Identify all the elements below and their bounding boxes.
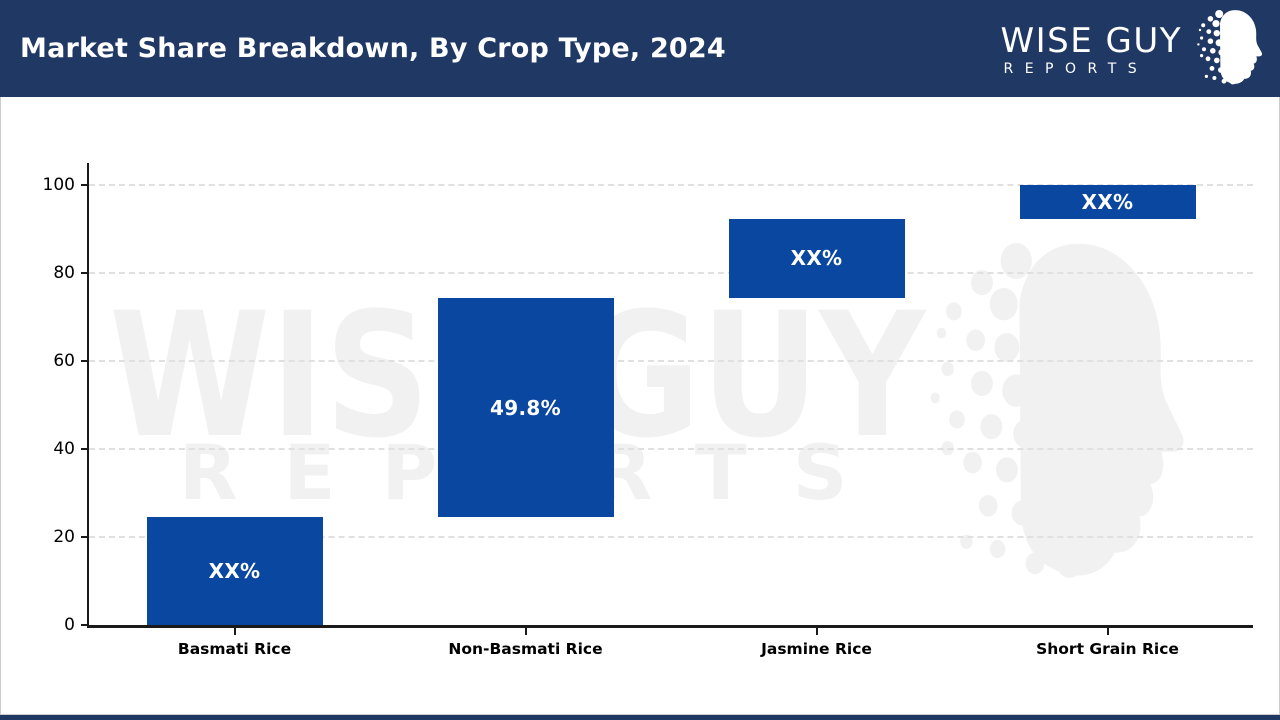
bar-value-label: XX% [790,246,843,271]
footer-accent-strip [0,715,1280,720]
bar-value-label: 49.8% [490,395,561,420]
y-tick-label: 20 [53,527,75,547]
y-tick-label: 80 [53,263,75,283]
header-bar: Market Share Breakdown, By Crop Type, 20… [0,0,1280,97]
y-tick-mark [81,536,89,538]
y-tick-label: 0 [64,615,75,635]
bar-value-label: XX% [1081,189,1134,214]
chart-canvas: WISE GUY REPORTS 020406080100XX%Basmati … [0,97,1280,715]
brand-logo-text: WISE GUY REPORTS [1000,24,1182,76]
wiseguy-head-icon [1197,10,1263,85]
x-category-label: Basmati Rice [177,640,292,658]
y-tick-label: 100 [42,175,75,195]
gridline-60 [89,360,1253,362]
x-category-label: Short Grain Rice [1036,640,1179,658]
y-axis [87,163,89,628]
brand-subname: REPORTS [1003,61,1149,77]
brand-name: WISE GUY [1000,21,1182,61]
gridline-80 [89,272,1253,274]
bar-short-grain-rice: XX% [1019,185,1196,219]
x-tick-mark [233,627,236,635]
y-tick-mark [81,360,89,362]
page-title: Market Share Breakdown, By Crop Type, 20… [20,33,726,64]
y-tick-mark [81,272,89,274]
y-tick-mark [81,184,89,186]
brand-logo: WISE GUY REPORTS [1000,8,1266,92]
bar-jasmine-rice: XX% [728,218,905,299]
y-tick-mark [81,448,89,450]
watermark-head-icon [930,243,1184,578]
x-axis [87,625,1253,628]
x-category-label: Non-Basmati Rice [448,640,603,658]
x-tick-mark [815,627,818,635]
y-tick-label: 40 [53,439,75,459]
x-category-label: Jasmine Rice [761,640,872,658]
y-tick-mark [81,624,89,626]
y-tick-label: 60 [53,351,75,371]
x-tick-mark [1106,627,1109,635]
gridline-20 [89,536,1253,538]
bar-basmati-rice: XX% [146,517,323,625]
x-tick-mark [524,627,527,635]
gridline-100 [89,184,1253,186]
bar-value-label: XX% [208,559,261,584]
gridline-40 [89,448,1253,450]
bar-non-basmati-rice: 49.8% [437,298,614,518]
